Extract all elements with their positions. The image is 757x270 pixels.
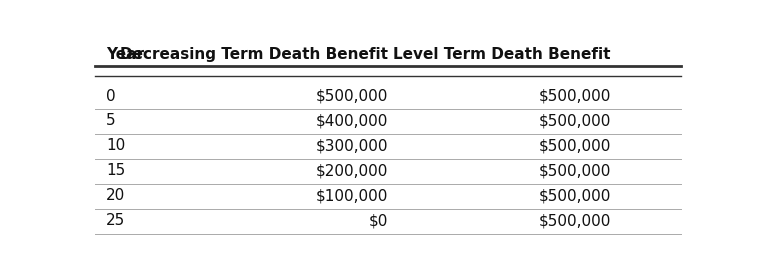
Text: $500,000: $500,000: [538, 213, 611, 228]
Text: $500,000: $500,000: [538, 139, 611, 153]
Text: $500,000: $500,000: [538, 89, 611, 103]
Text: $500,000: $500,000: [538, 163, 611, 178]
Text: 0: 0: [106, 89, 116, 103]
Text: $0: $0: [369, 213, 388, 228]
Text: 25: 25: [106, 213, 126, 228]
Text: $200,000: $200,000: [316, 163, 388, 178]
Text: $300,000: $300,000: [316, 139, 388, 153]
Text: $100,000: $100,000: [316, 188, 388, 203]
Text: $500,000: $500,000: [538, 188, 611, 203]
Text: 15: 15: [106, 163, 126, 178]
Text: Year: Year: [106, 47, 145, 62]
Text: 5: 5: [106, 113, 116, 129]
Text: $500,000: $500,000: [538, 113, 611, 129]
Text: 10: 10: [106, 139, 126, 153]
Text: $500,000: $500,000: [316, 89, 388, 103]
Text: Level Term Death Benefit: Level Term Death Benefit: [394, 47, 611, 62]
Text: $400,000: $400,000: [316, 113, 388, 129]
Text: Decreasing Term Death Benefit: Decreasing Term Death Benefit: [120, 47, 388, 62]
Text: 20: 20: [106, 188, 126, 203]
